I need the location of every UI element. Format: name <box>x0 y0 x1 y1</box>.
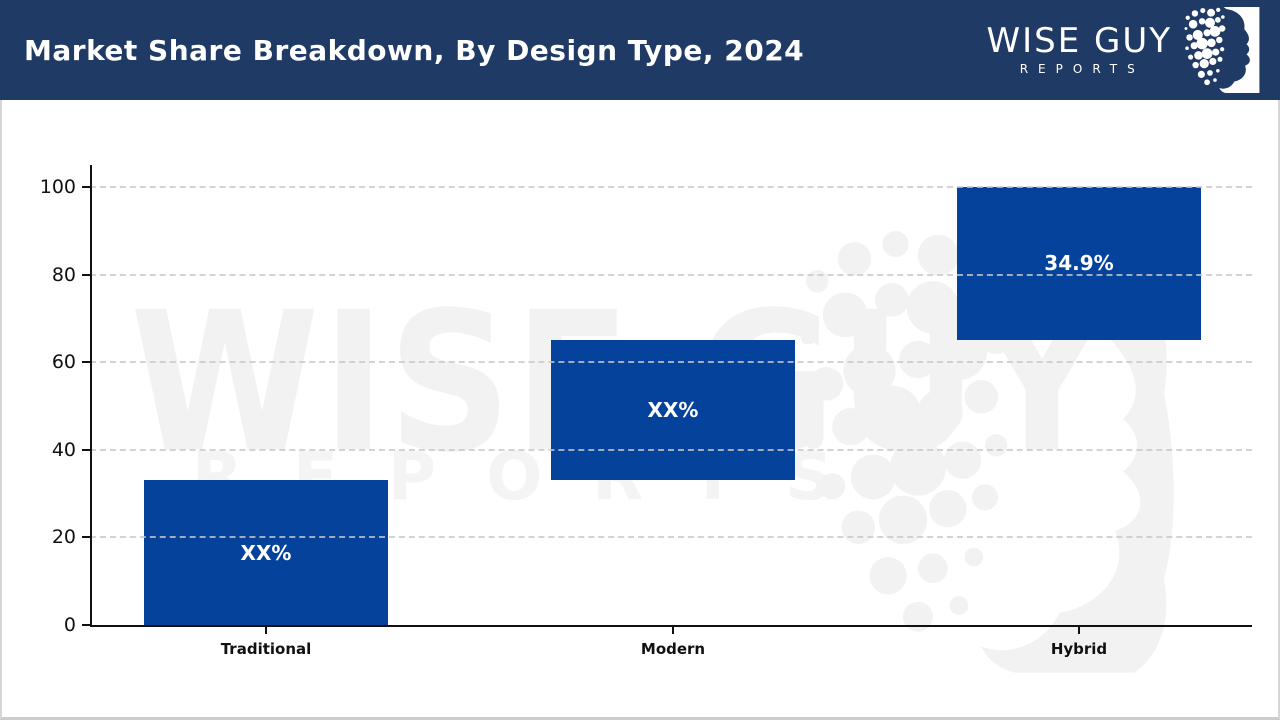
grid-line-20 <box>90 536 1252 539</box>
dotted-face-logo-icon <box>1176 7 1264 93</box>
grid-line-60 <box>90 361 1252 364</box>
brand-logo-text: WISE GUY REPORTS <box>986 21 1172 76</box>
y-tick-label-40: 40 <box>51 438 76 461</box>
y-tick-label-100: 100 <box>39 176 76 198</box>
y-axis-spine <box>90 165 92 627</box>
x-tick-mark-modern <box>672 627 674 634</box>
header-bar: Market Share Breakdown, By Design Type, … <box>0 0 1280 100</box>
bar-hybrid <box>957 187 1201 340</box>
bar-modern <box>551 339 795 481</box>
bar-value-label-modern: XX% <box>647 398 699 423</box>
brand-subname: REPORTS <box>1019 61 1145 76</box>
grid-line-40 <box>90 448 1252 451</box>
x-tick-mark-traditional <box>265 627 267 634</box>
y-tick-mark-20 <box>82 536 90 539</box>
bar-traditional <box>144 480 388 625</box>
y-tick-mark-80 <box>82 273 90 276</box>
x-category-label-traditional: Traditional <box>220 640 312 658</box>
y-tick-mark-100 <box>82 186 90 188</box>
x-tick-mark-hybrid <box>1078 627 1080 634</box>
y-tick-label-0: 0 <box>63 614 76 636</box>
grid-line-100 <box>90 186 1252 188</box>
x-category-label-hybrid: Hybrid <box>1050 640 1108 658</box>
bar-value-label-traditional: XX% <box>240 540 292 565</box>
y-tick-mark-60 <box>82 361 90 364</box>
y-tick-label-20: 20 <box>51 526 76 549</box>
x-category-label-modern: Modern <box>640 640 706 658</box>
y-tick-mark-0 <box>82 624 90 626</box>
y-tick-label-80: 80 <box>51 263 76 286</box>
chart-title: Market Share Breakdown, By Design Type, … <box>24 33 805 67</box>
grid-line-80 <box>90 273 1252 276</box>
x-axis-spine <box>90 625 1252 627</box>
y-tick-label-60: 60 <box>51 351 76 374</box>
bar-value-label-hybrid: 34.9% <box>1044 251 1114 276</box>
y-tick-mark-40 <box>82 448 90 451</box>
brand-name: WISE GUY <box>986 21 1172 62</box>
brand-logo: WISE GUY REPORTS <box>986 6 1264 94</box>
